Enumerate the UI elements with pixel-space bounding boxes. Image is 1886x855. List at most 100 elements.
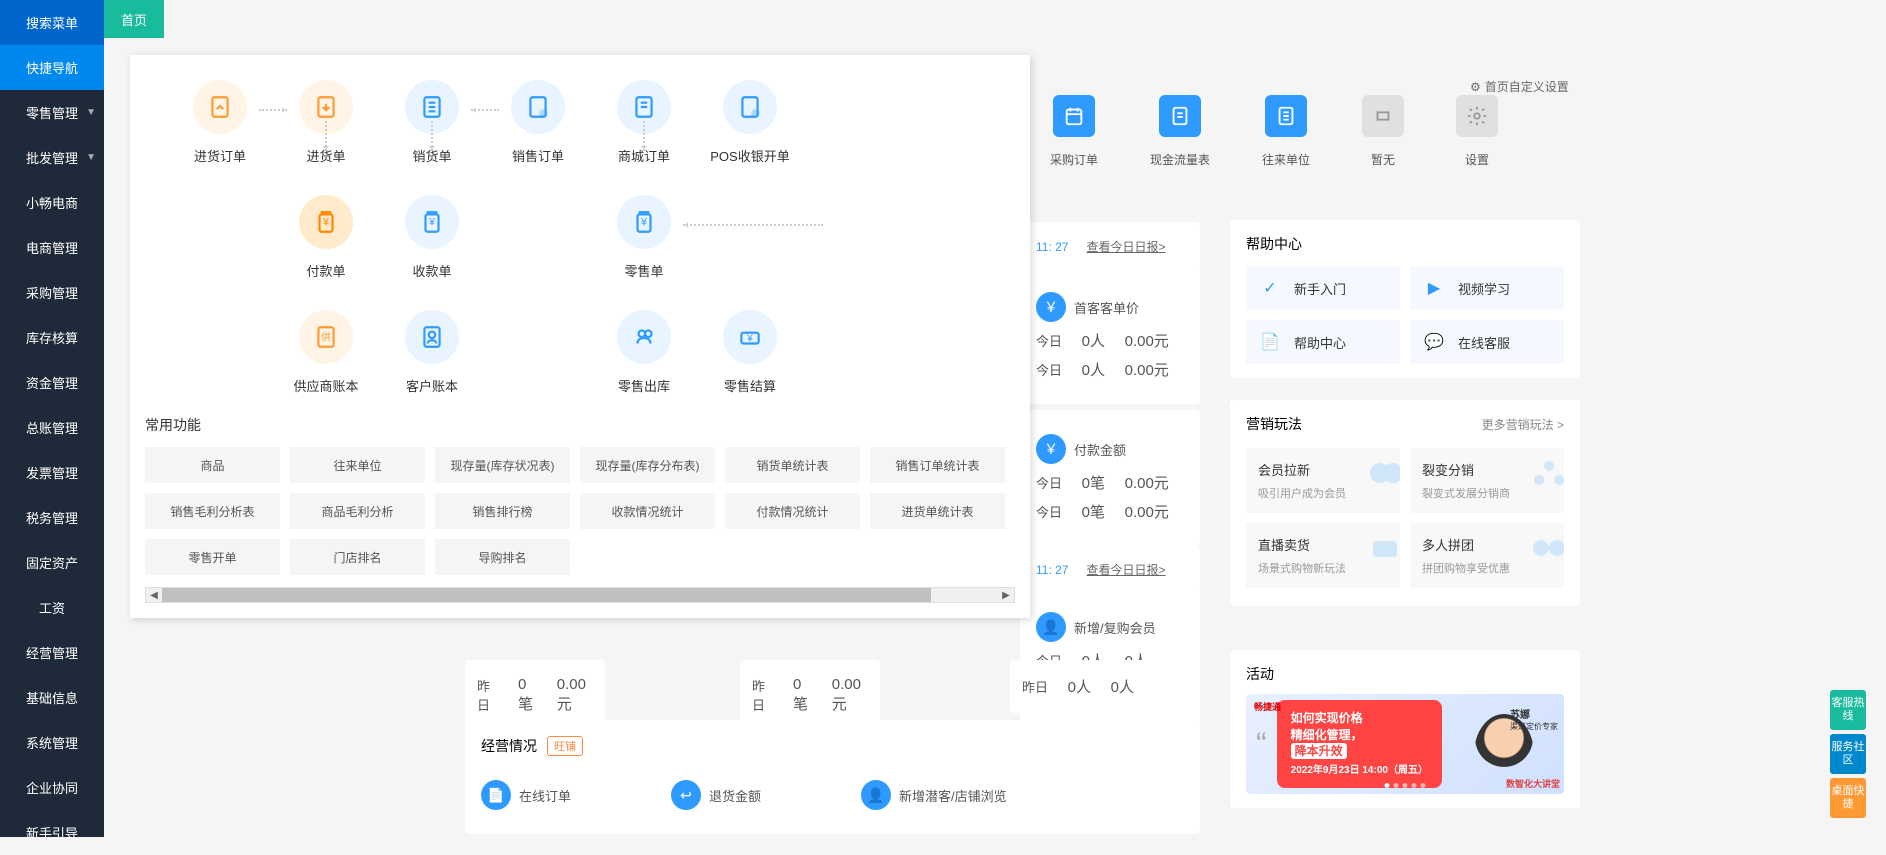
shortcut-settings[interactable]: 设置 [1456,95,1498,168]
marketing-more-link[interactable]: 更多营销玩法 > [1482,416,1564,433]
float-hotline[interactable]: 客服热线 [1830,690,1866,730]
money-icon: ￥ [1036,292,1066,322]
svg-text:供: 供 [321,330,331,343]
sidebar-guide[interactable]: 新手引导 [0,810,104,855]
help-center[interactable]: 📄帮助中心 [1246,320,1400,364]
float-community[interactable]: 服务社区 [1830,734,1866,774]
common-product-gross[interactable]: 商品毛利分析 [290,493,425,529]
gear-icon: ⚙ [1470,80,1481,94]
help-service[interactable]: 💬在线客服 [1410,320,1564,364]
stat-card-pay: ￥付款金额 今日 0笔 0.00元 今日 0笔 0.00元 [1020,410,1200,546]
shortcut-empty[interactable]: 暂无 [1362,95,1404,168]
marketing-card: 营销玩法 更多营销玩法 > 会员拉新 吸引用户成为会员 裂变分销 裂变式发展分销… [1230,400,1580,606]
market-member[interactable]: 会员拉新 吸引用户成为会员 [1246,448,1400,513]
market-group[interactable]: 多人拼团 拼团购物享受优惠 [1410,523,1564,588]
user-icon [405,310,459,364]
daily-report-link[interactable]: 查看今日日报> [1087,563,1166,577]
gear-icon [1456,95,1498,137]
float-desktop[interactable]: 桌面快捷 [1830,778,1866,818]
sidebar-assets[interactable]: 固定资产 [0,540,104,585]
horizontal-scrollbar[interactable]: ◀ ▶ [145,587,1015,603]
common-title: 常用功能 [145,415,1015,435]
calendar-icon [1053,95,1095,137]
common-order-stat[interactable]: 销售订单统计表 [870,447,1005,483]
scroll-right-icon[interactable]: ▶ [998,590,1014,601]
sidebar: 搜索菜单 快捷导航 零售管理▼ 批发管理▼ 小畅电商 电商管理 采购管理 库存核… [0,0,104,837]
business-title: 经营情况 旺铺 [481,736,1184,756]
user-icon: 👤 [1036,612,1066,642]
chat-icon: 💬 [1424,332,1444,352]
help-video[interactable]: ▶视频学习 [1410,266,1564,310]
supplier-icon: 供 [299,310,353,364]
common-retail-open[interactable]: 零售开单 [145,539,280,575]
list-badge-icon [723,80,777,134]
sidebar-basic[interactable]: 基础信息 [0,675,104,720]
common-store-rank[interactable]: 门店排名 [290,539,425,575]
stat-yesterday-3: 昨日 0人 0人 [1010,660,1150,713]
sidebar-wholesale[interactable]: 批发管理▼ [0,135,104,180]
common-partners[interactable]: 往来单位 [290,447,425,483]
common-stock-status[interactable]: 现存量(库存状况表) [435,447,570,483]
help-title: 帮助中心 [1246,234,1564,254]
market-fission[interactable]: 裂变分销 裂变式发展分销商 [1410,448,1564,513]
shortcut-partners[interactable]: 往来单位 [1262,95,1310,168]
stat-card-time1: 11: 27 查看今日日报> [1020,222,1200,271]
sidebar-xiaochang[interactable]: 小畅电商 [0,180,104,225]
svg-text:¥: ¥ [746,333,753,344]
sidebar-funds[interactable]: 资金管理 [0,360,104,405]
banner-name: 苏娜渠道定价专家 [1510,706,1558,732]
sidebar-salary[interactable]: 工资 [0,585,104,630]
scroll-left-icon[interactable]: ◀ [146,590,162,601]
sidebar-system[interactable]: 系统管理 [0,720,104,765]
out-icon [617,310,671,364]
shortcut-row: 采购订单 现金流量表 往来单位 暂无 设置 [1050,95,1498,168]
market-live[interactable]: 直播卖货 场景式购物新玩法 [1246,523,1400,588]
marketing-title: 营销玩法 [1246,414,1302,434]
carousel-dots[interactable] [1385,783,1426,788]
help-beginner[interactable]: ✓新手入门 [1246,266,1400,310]
check-icon: ✓ [1260,278,1280,298]
daily-report-link[interactable]: 查看今日日报> [1087,240,1166,254]
activity-banner[interactable]: 畅捷通 “ 如何实现价格 精细化管理， 降本升效 2022年9月23日 14:0… [1246,694,1564,794]
common-payment-stat[interactable]: 付款情况统计 [725,493,860,529]
scroll-thumb[interactable] [162,588,931,602]
flow-receipt[interactable]: ¥ 收款单 [357,195,507,280]
time-label: 11: 27 [1036,240,1068,254]
banner-logo: 畅捷通 [1254,700,1281,713]
sidebar-search[interactable]: 搜索菜单 [0,0,104,45]
sidebar-quicknav[interactable]: 快捷导航 [0,45,104,90]
sidebar-operations[interactable]: 经营管理 [0,630,104,675]
settle-icon: ¥ [723,310,777,364]
customize-homepage-link[interactable]: ⚙ 首页自定义设置 [1470,78,1569,95]
common-guide-rank[interactable]: 导购排名 [435,539,570,575]
time-label: 11: 27 [1036,563,1068,577]
sidebar-purchase[interactable]: 采购管理 [0,270,104,315]
shortcut-purchase-order[interactable]: 采购订单 [1050,95,1098,168]
common-product[interactable]: 商品 [145,447,280,483]
shortcut-cashflow[interactable]: 现金流量表 [1150,95,1210,168]
blank-icon [1362,95,1404,137]
tab-home[interactable]: 首页 [104,0,164,38]
common-receipt-stat[interactable]: 收款情况统计 [580,493,715,529]
sidebar-tax[interactable]: 税务管理 [0,495,104,540]
common-stock-dist[interactable]: 现存量(库存分布表) [580,447,715,483]
sidebar-ledger[interactable]: 总账管理 [0,405,104,450]
user-plus-icon: 👤 [861,780,891,810]
sidebar-collab[interactable]: 企业协同 [0,765,104,810]
common-gross-analysis[interactable]: 销售毛利分析表 [145,493,280,529]
flow-retail[interactable]: ¥ 零售单 [569,195,719,280]
sidebar-retail[interactable]: 零售管理▼ [0,90,104,135]
flow-customer-ledger[interactable]: 客户账本 [357,310,507,395]
common-sales-stat[interactable]: 销货单统计表 [725,447,860,483]
flow-pos[interactable]: POS收银开单 [675,80,825,165]
money-icon: ￥ [1036,434,1066,464]
common-sales-rank[interactable]: 销售排行榜 [435,493,570,529]
sidebar-invoice[interactable]: 发票管理 [0,450,104,495]
float-buttons: 客服热线 服务社区 桌面快捷 [1830,690,1866,818]
common-purchase-stat[interactable]: 进货单统计表 [870,493,1005,529]
sidebar-ecommerce[interactable]: 电商管理 [0,225,104,270]
sidebar-inventory[interactable]: 库存核算 [0,315,104,360]
flow-retail-settle[interactable]: ¥ 零售结算 [675,310,825,395]
deco-icon [1524,458,1564,488]
hot-tag: 旺铺 [547,736,583,756]
